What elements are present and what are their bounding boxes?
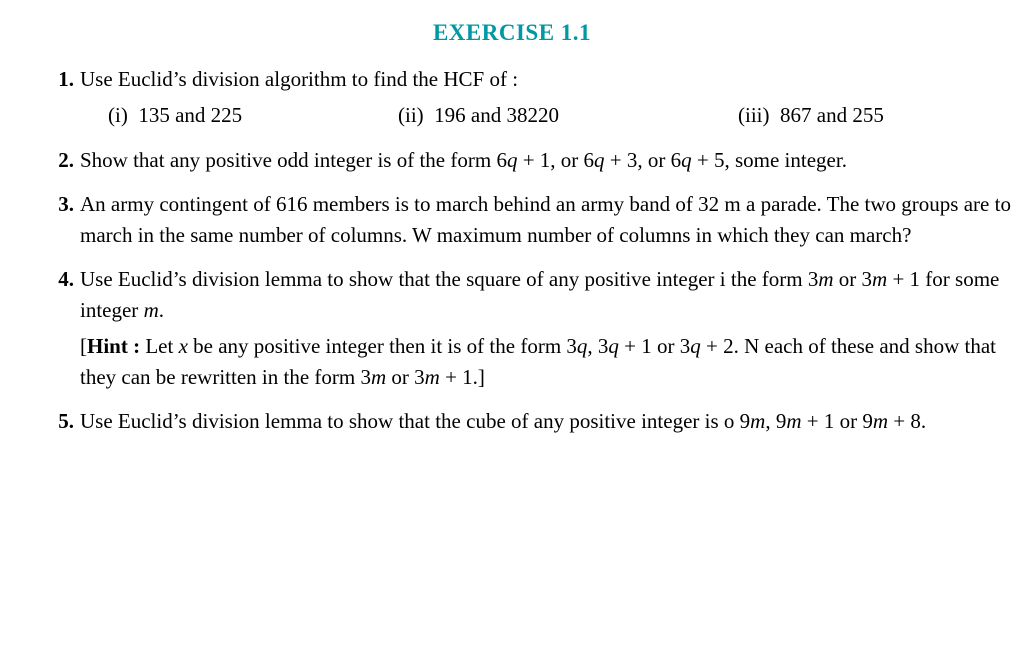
problem-number: 3. [38, 189, 74, 219]
expr: 3q + 2 [680, 334, 734, 358]
problem-number: 4. [38, 264, 74, 294]
hint-label: Hint : [87, 334, 140, 358]
t: .] [473, 365, 485, 389]
t: , [587, 334, 598, 358]
problem-number: 5. [38, 406, 74, 436]
expr: 3m + 1 [414, 365, 473, 389]
subpart-label: (ii) [398, 103, 424, 127]
expr: 6q + 5 [671, 148, 725, 172]
t: , or [550, 148, 583, 172]
expr: 6q + 3 [584, 148, 638, 172]
problem-text-pre: Use Euclid’s division lemma to show that… [80, 409, 740, 433]
expr: 9m + 1 [776, 409, 835, 433]
problem-number: 1. [38, 64, 74, 94]
subpart-label: (iii) [738, 103, 770, 127]
subpart-iii: (iii) 867 and 255 [738, 100, 884, 130]
problem-list: 1. Use Euclid’s division algorithm to fi… [0, 64, 1024, 436]
problem-text-post: . [921, 409, 926, 433]
problem-text-pre: Use Euclid’s division lemma to show that… [80, 267, 808, 291]
problem-3: 3. An army contingent of 616 members is … [80, 189, 1024, 250]
subpart-label: (i) [108, 103, 128, 127]
expr: 3q [566, 334, 587, 358]
t: be any positive integer then it is of th… [188, 334, 567, 358]
t: or [834, 267, 862, 291]
expr: 9m [740, 409, 766, 433]
t: , [765, 409, 776, 433]
problem-5: 5. Use Euclid’s division lemma to show t… [80, 406, 1024, 436]
problem-text-pre: Show that any positive odd integer is of… [80, 148, 496, 172]
expr: 9m + 8 [862, 409, 921, 433]
expr: 6q + 1 [496, 148, 550, 172]
problem-1: 1. Use Euclid’s division algorithm to fi… [80, 64, 1024, 131]
subpart-ii: (ii) 196 and 38220 [398, 100, 738, 130]
subpart-text: 867 and 255 [780, 103, 884, 127]
expr: m [144, 298, 159, 322]
expr: x [179, 334, 188, 358]
t: or [386, 365, 414, 389]
subparts: (i) 135 and 225 (ii) 196 and 38220 (iii)… [80, 100, 1024, 130]
problem-text-post: . [159, 298, 164, 322]
problem-text: Use Euclid’s division algorithm to find … [80, 67, 518, 91]
subpart-text: 196 and 38220 [434, 103, 559, 127]
expr: 3m + 1 [862, 267, 921, 291]
t: , or [637, 148, 670, 172]
expr: 3q + 1 [598, 334, 652, 358]
expr: 3m [808, 267, 834, 291]
problem-text-post: , some integer. [724, 148, 846, 172]
expr: 3m [360, 365, 386, 389]
problem-4: 4. Use Euclid’s division lemma to show t… [80, 264, 1024, 392]
problem-2: 2. Show that any positive odd integer is… [80, 145, 1024, 175]
t: or [834, 409, 862, 433]
subpart-i: (i) 135 and 225 [108, 100, 398, 130]
problem-text: An army contingent of 616 members is to … [80, 192, 1011, 246]
t: Let [140, 334, 178, 358]
problem-number: 2. [38, 145, 74, 175]
exercise-title: EXERCISE 1.1 [0, 20, 1024, 46]
t: or [652, 334, 680, 358]
exercise-page: EXERCISE 1.1 1. Use Euclid’s division al… [0, 0, 1024, 436]
hint: [Hint : Let x be any positive integer th… [80, 331, 1024, 392]
subpart-text: 135 and 225 [138, 103, 242, 127]
